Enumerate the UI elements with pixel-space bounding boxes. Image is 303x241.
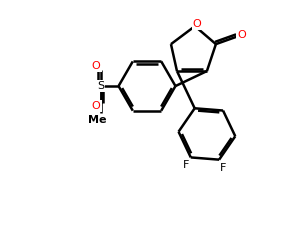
Text: O: O bbox=[92, 101, 101, 111]
Text: O: O bbox=[92, 61, 101, 71]
Text: O: O bbox=[193, 19, 201, 29]
Text: Me: Me bbox=[88, 115, 107, 126]
Text: S: S bbox=[97, 81, 104, 91]
Text: F: F bbox=[182, 160, 189, 170]
Text: O: O bbox=[237, 30, 246, 40]
Text: F: F bbox=[220, 163, 226, 173]
